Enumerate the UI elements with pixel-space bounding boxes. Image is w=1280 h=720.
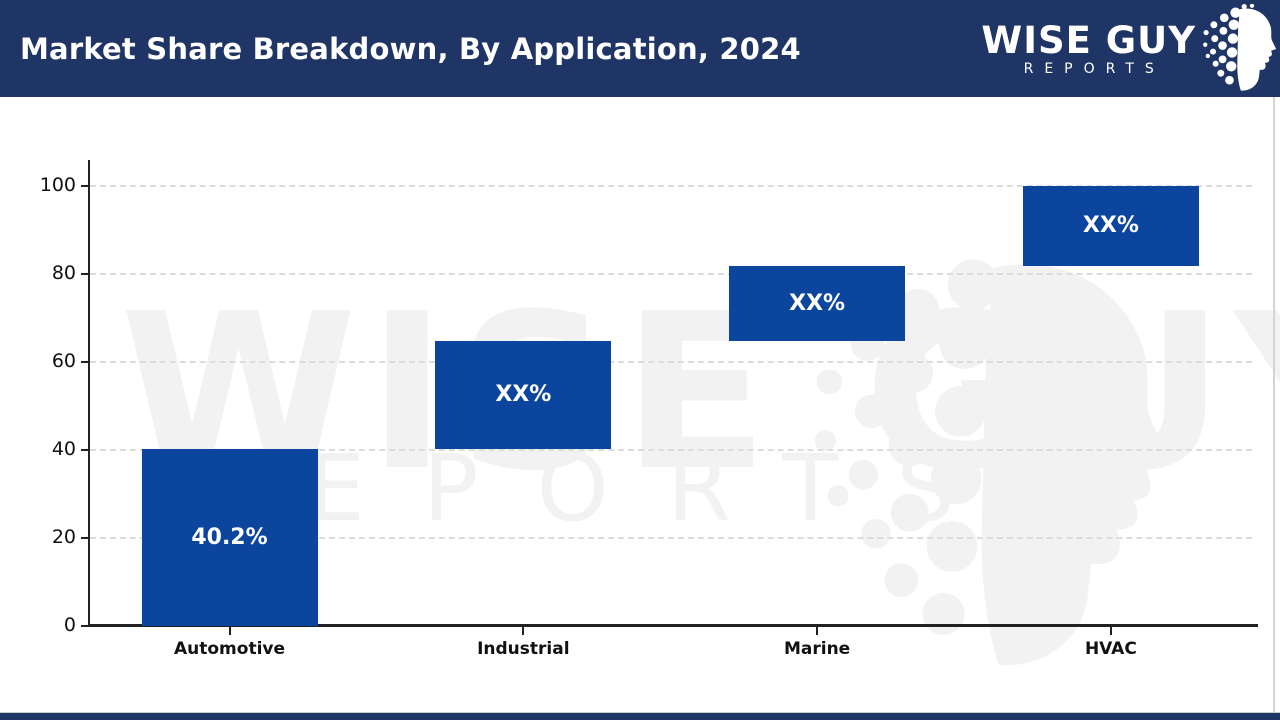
bar-hvac: XX% [1022, 185, 1199, 266]
bar-industrial: XX% [435, 340, 612, 449]
y-tick-mark [81, 625, 89, 627]
y-tick-label: 40 [51, 437, 76, 460]
gridline [90, 272, 1252, 275]
bar-automotive: 40.2% [141, 448, 318, 626]
y-tick-mark [81, 184, 89, 187]
y-tick-label: 20 [51, 525, 76, 548]
footer-bar [0, 712, 1280, 720]
gridline [90, 536, 1252, 539]
bar-value-label: XX% [495, 382, 552, 408]
y-tick-label: 0 [63, 614, 76, 636]
logo-wordmark-main: WISE GUY [981, 18, 1196, 62]
watermark-head-icon [814, 259, 1172, 666]
chart-area: WISE GUY REPORTS 0 20 40 60 80 100 Automotive 4… [0, 97, 1280, 720]
bar-value-label: XX% [789, 290, 846, 316]
x-tick-mark [228, 627, 231, 635]
y-tick-mark [81, 536, 89, 539]
y-tick-label: 80 [51, 261, 76, 284]
x-tick-mark [816, 627, 819, 635]
page-right-border [1273, 97, 1275, 720]
gridline [90, 184, 1252, 187]
header-bar: Market Share Breakdown, By Application, … [0, 0, 1280, 97]
gridline [90, 360, 1252, 363]
bar-value-label: 40.2% [191, 524, 268, 550]
page-title: Market Share Breakdown, By Application, … [20, 31, 801, 66]
x-category-label: Industrial [477, 639, 570, 659]
logo-wordmark: WISE GUY REPORTS [981, 22, 1196, 76]
y-tick-mark [81, 272, 89, 275]
x-axis-line [88, 624, 1258, 627]
y-tick-mark [81, 448, 89, 451]
x-tick-mark [522, 627, 525, 635]
x-category-label: HVAC [1084, 639, 1137, 659]
x-tick-mark [1109, 627, 1112, 635]
bar-marine: XX% [729, 265, 906, 341]
wiseguy-logo: WISE GUY REPORTS [981, 3, 1278, 94]
y-tick-mark [81, 360, 89, 363]
x-category-label: Automotive [173, 639, 286, 659]
y-axis-line [88, 160, 90, 627]
gridline [90, 448, 1252, 451]
y-tick-label: 60 [51, 349, 76, 372]
x-category-label: Marine [783, 639, 851, 659]
wiseguy-head-icon [1203, 3, 1277, 91]
y-tick-label: 100 [39, 173, 76, 196]
logo-wordmark-sub: REPORTS [1023, 60, 1165, 77]
bar-value-label: XX% [1082, 213, 1139, 239]
